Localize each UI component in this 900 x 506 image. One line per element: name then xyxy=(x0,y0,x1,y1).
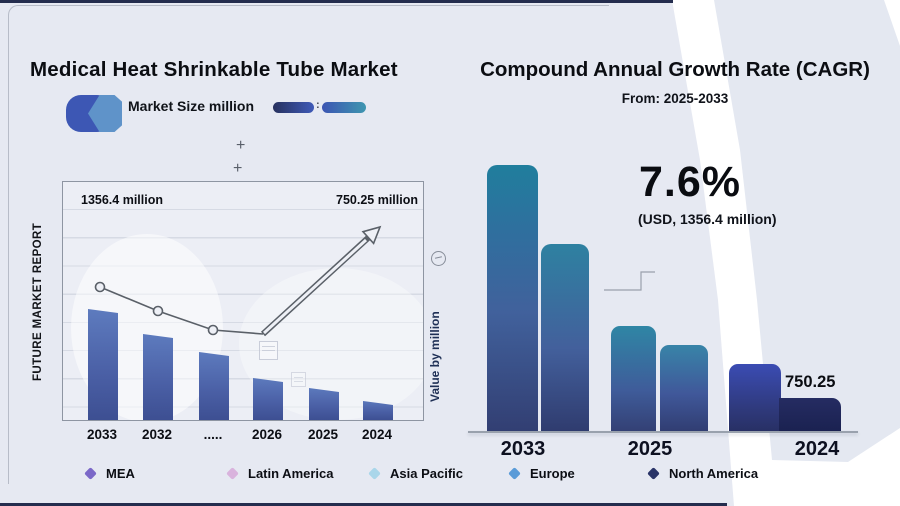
cagr-note: (USD, 1356.4 million) xyxy=(638,211,777,227)
table-watermark-icon xyxy=(259,341,278,360)
cagr-bar-2033-primary xyxy=(487,165,538,433)
cagr-bar-2025-secondary xyxy=(660,345,708,433)
vertical-watermark: FUTURE MARKET REPORT xyxy=(32,222,44,382)
x-tick-dots: ..... xyxy=(203,427,223,442)
legend-label: North America xyxy=(669,466,759,481)
bar-2032 xyxy=(143,334,173,420)
bar-2025 xyxy=(309,388,339,420)
x-tick-2024: 2024 xyxy=(361,427,393,442)
legend-item-asia-pacific: Asia Pacific xyxy=(368,466,463,481)
cagr-bar-2033-secondary xyxy=(541,244,589,433)
cagr-value-annotation: 750.25 xyxy=(785,373,836,391)
diamond-icon-europe xyxy=(508,467,521,480)
value-annotation-right: 750.25 million xyxy=(336,193,418,207)
gradient-pill-icon-left xyxy=(273,102,314,113)
bar-2033 xyxy=(88,309,118,420)
cagr-bar-2024-secondary xyxy=(779,398,841,433)
diamond-icon-north-america xyxy=(647,467,660,480)
y-axis-label: Value by million xyxy=(428,311,442,403)
legend-item-europe: Europe xyxy=(508,466,575,481)
x-tick-2026: 2026 xyxy=(251,427,283,442)
bottom-edge-line xyxy=(0,503,727,506)
legend-item-north-america: North America xyxy=(647,466,759,481)
minus-circle-icon xyxy=(431,251,446,266)
cagr-tick-2033: 2033 xyxy=(500,438,546,460)
bar-2026 xyxy=(253,378,283,420)
legend-label: Latin America xyxy=(248,466,334,481)
x-tick-2032: 2032 xyxy=(141,427,173,442)
diamond-icon-latin-america xyxy=(226,467,239,480)
x-tick-2033: 2033 xyxy=(86,427,118,442)
legend-label: Asia Pacific xyxy=(390,466,463,481)
value-annotation-left: 1356.4 million xyxy=(81,193,163,207)
x-tick-2025: 2025 xyxy=(307,427,339,442)
plus-icon: + xyxy=(236,137,246,154)
market-size-chart: 1356.4 million 750.25 million xyxy=(62,181,424,421)
cagr-value: 7.6% xyxy=(639,158,742,206)
legend-item-mea: MEA xyxy=(84,466,135,481)
cagr-title: Compound Annual Growth Rate (CAGR) xyxy=(480,58,870,81)
plus-icon: + xyxy=(233,160,243,177)
cagr-tick-2025: 2025 xyxy=(627,438,673,460)
bar-2024 xyxy=(363,401,393,420)
diamond-icon-asia-pacific xyxy=(368,467,381,480)
cagr-x-axis xyxy=(468,431,858,433)
legend-label: Europe xyxy=(530,466,575,481)
pill-separator: : xyxy=(316,99,320,111)
cagr-bar-2025-primary xyxy=(611,326,656,433)
legend-label: MEA xyxy=(106,466,135,481)
cagr-tick-2024: 2024 xyxy=(794,438,840,460)
table-watermark-icon xyxy=(291,372,306,387)
market-size-legend-label: Market Size million xyxy=(128,98,255,114)
cagr-bar-2024-primary xyxy=(729,364,781,433)
top-edge-line xyxy=(0,0,673,3)
cagr-subtitle: From: 2025-2033 xyxy=(621,91,729,106)
page-title: Medical Heat Shrinkable Tube Market xyxy=(30,58,398,81)
legend-item-latin-america: Latin America xyxy=(226,466,334,481)
diamond-icon-mea xyxy=(84,467,97,480)
gradient-pill-icon-right xyxy=(322,102,366,113)
bar-dots xyxy=(199,352,229,420)
cylinder-tube-icon xyxy=(66,95,122,132)
